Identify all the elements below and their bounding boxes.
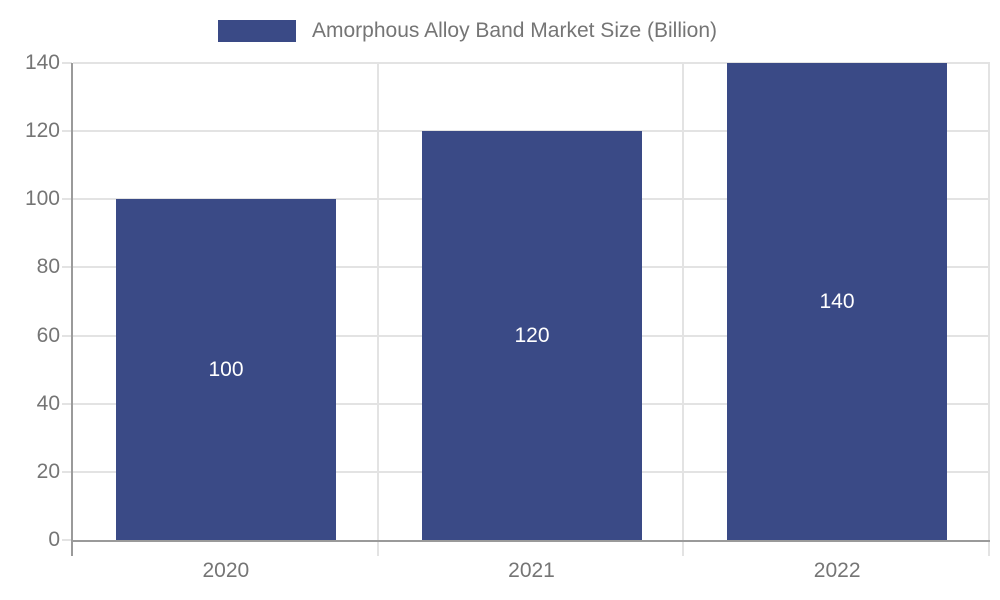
x-tick-mark <box>682 542 685 556</box>
y-tick-mark <box>62 266 72 269</box>
x-tick-label: 2020 <box>202 559 250 582</box>
x-axis-line <box>71 540 990 542</box>
y-tick-mark <box>62 539 72 541</box>
bar-2021[interactable]: 120 <box>422 131 642 540</box>
y-tick-label: 60 <box>36 323 60 347</box>
y-tick-label: 80 <box>36 255 60 279</box>
y-tick-mark <box>62 62 72 64</box>
chart-legend[interactable]: Amorphous Alloy Band Market Size (Billio… <box>218 17 717 45</box>
y-tick-mark <box>62 198 72 201</box>
legend-label: Amorphous Alloy Band Market Size (Billio… <box>312 19 718 42</box>
y-tick-mark <box>62 470 72 473</box>
y-tick-label: 140 <box>24 51 60 74</box>
x-tick-mark <box>988 542 990 556</box>
y-tick-mark <box>62 334 72 337</box>
v-gridline <box>376 63 379 540</box>
bars-layer: 100 120 140 <box>73 63 990 540</box>
bar-2022[interactable]: 140 <box>727 63 947 540</box>
y-tick-label: 100 <box>24 187 60 211</box>
legend-swatch <box>218 20 296 42</box>
plot-area: 100 120 140 <box>73 62 990 540</box>
bar-value-label: 120 <box>514 323 550 347</box>
y-tick-mark <box>62 402 72 405</box>
v-gridline <box>682 63 685 540</box>
y-tick-label: 120 <box>24 119 60 143</box>
y-tick-label: 40 <box>36 391 60 415</box>
bar-value-label: 100 <box>208 357 244 381</box>
bar-value-label: 140 <box>819 289 855 313</box>
y-tick-mark <box>62 130 72 133</box>
x-tick-label: 2021 <box>508 559 555 582</box>
bar-2020[interactable]: 100 <box>116 199 336 540</box>
x-tick-label: 2022 <box>813 559 861 582</box>
h-gridline <box>73 62 990 64</box>
y-axis-line <box>71 63 73 556</box>
y-tick-label: 20 <box>36 459 60 483</box>
y-tick-label: 0 <box>48 528 60 551</box>
x-tick-mark <box>376 542 379 556</box>
v-gridline <box>988 63 990 540</box>
